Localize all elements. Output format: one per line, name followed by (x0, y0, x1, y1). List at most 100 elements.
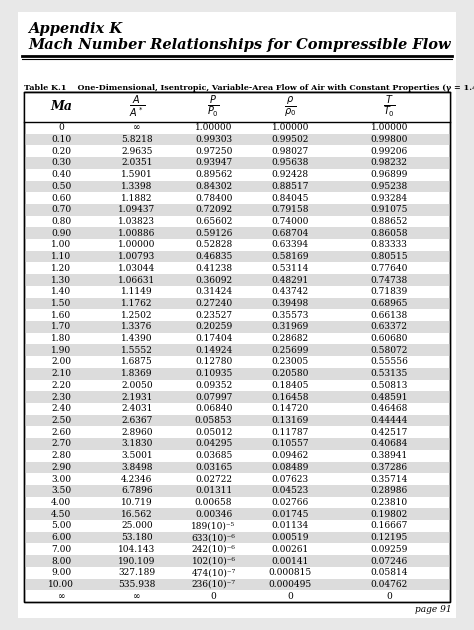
Text: 0.04523: 0.04523 (272, 486, 309, 495)
Text: 0.83333: 0.83333 (371, 241, 408, 249)
Text: 0.05012: 0.05012 (195, 428, 232, 437)
Text: 0.35714: 0.35714 (371, 474, 408, 484)
Text: 1.90: 1.90 (51, 346, 72, 355)
Bar (24, 251, 450, 263)
Text: 1.00: 1.00 (51, 241, 72, 249)
Text: 0.31969: 0.31969 (272, 323, 309, 331)
Text: 2.0050: 2.0050 (121, 381, 153, 390)
Bar (24, 438, 450, 450)
Text: $\frac{T}{T_0}$: $\frac{T}{T_0}$ (383, 94, 396, 120)
Text: 0.42517: 0.42517 (371, 428, 408, 437)
Text: 1.30: 1.30 (51, 275, 71, 285)
Text: 7.00: 7.00 (51, 545, 72, 554)
Text: 1.00000: 1.00000 (371, 123, 408, 132)
Text: 0.46468: 0.46468 (371, 404, 408, 413)
Text: 0.93284: 0.93284 (371, 193, 408, 203)
Text: 0.72092: 0.72092 (195, 205, 232, 214)
Text: 1.6875: 1.6875 (121, 357, 153, 367)
Text: 0.70: 0.70 (51, 205, 72, 214)
Text: 0.40684: 0.40684 (371, 440, 408, 449)
Text: 2.20: 2.20 (51, 381, 71, 390)
Text: 0.88517: 0.88517 (272, 182, 309, 191)
Text: 1.00886: 1.00886 (118, 229, 155, 238)
Bar (24, 181, 450, 192)
Text: 0.95638: 0.95638 (272, 159, 309, 168)
Text: 0.66138: 0.66138 (371, 311, 408, 319)
Text: 0.71839: 0.71839 (371, 287, 408, 296)
Text: 0.74000: 0.74000 (272, 217, 309, 226)
Text: 1.8369: 1.8369 (121, 369, 153, 378)
Text: 2.10: 2.10 (51, 369, 71, 378)
Text: 0.000815: 0.000815 (269, 568, 312, 577)
Text: 0.98027: 0.98027 (272, 147, 309, 156)
Text: 3.5001: 3.5001 (121, 451, 153, 460)
Text: 190.109: 190.109 (118, 556, 155, 566)
Text: 0.36092: 0.36092 (195, 275, 232, 285)
Text: 0.12195: 0.12195 (371, 533, 408, 542)
Text: 0.80515: 0.80515 (371, 252, 408, 261)
Text: 0.44444: 0.44444 (371, 416, 408, 425)
Text: 10.719: 10.719 (121, 498, 153, 507)
Text: 1.3376: 1.3376 (121, 323, 153, 331)
Text: 242(10)⁻⁶: 242(10)⁻⁶ (191, 545, 236, 554)
Text: 0.68704: 0.68704 (272, 229, 309, 238)
Text: 0.01134: 0.01134 (272, 522, 309, 530)
Text: 1.40: 1.40 (51, 287, 72, 296)
Text: 3.50: 3.50 (51, 486, 72, 495)
Text: 0.08489: 0.08489 (272, 463, 309, 472)
Text: 0.07623: 0.07623 (272, 474, 309, 484)
Text: 1.06631: 1.06631 (118, 275, 155, 285)
Text: 2.1931: 2.1931 (121, 392, 153, 401)
Text: 0.65602: 0.65602 (195, 217, 232, 226)
Bar (24, 321, 450, 333)
Text: 0.63394: 0.63394 (272, 241, 309, 249)
Text: 3.1830: 3.1830 (121, 440, 153, 449)
Text: Ma: Ma (50, 101, 72, 113)
Text: 3.00: 3.00 (51, 474, 71, 484)
Text: ∞: ∞ (133, 592, 141, 600)
Text: 0.05814: 0.05814 (371, 568, 408, 577)
Text: Table K.1    One-Dimensional, Isentropic, Variable-Area Flow of Air with Constan: Table K.1 One-Dimensional, Isentropic, V… (24, 84, 474, 92)
Text: 0.99206: 0.99206 (371, 147, 408, 156)
Text: 8.00: 8.00 (51, 556, 72, 566)
Text: 2.70: 2.70 (51, 440, 71, 449)
Text: 5.00: 5.00 (51, 522, 72, 530)
Text: 4.00: 4.00 (51, 498, 72, 507)
Text: 0.43742: 0.43742 (272, 287, 309, 296)
Text: 0.03685: 0.03685 (195, 451, 232, 460)
Text: 0.77640: 0.77640 (371, 264, 408, 273)
Text: 0.000495: 0.000495 (269, 580, 312, 589)
Text: 0.78400: 0.78400 (195, 193, 232, 203)
Text: 0.23527: 0.23527 (195, 311, 232, 319)
Text: 9.00: 9.00 (51, 568, 72, 577)
Text: 1.03044: 1.03044 (118, 264, 155, 273)
Text: 0.16458: 0.16458 (272, 392, 309, 401)
Text: 0.20259: 0.20259 (195, 323, 232, 331)
Text: 0.28986: 0.28986 (371, 486, 408, 495)
Bar (24, 415, 450, 427)
Text: 0.23005: 0.23005 (272, 357, 309, 367)
Text: 0.00261: 0.00261 (272, 545, 309, 554)
Text: 25.000: 25.000 (121, 522, 153, 530)
Bar (24, 368, 450, 379)
Text: 0.84045: 0.84045 (272, 193, 309, 203)
Text: 1.00000: 1.00000 (272, 123, 309, 132)
Bar (24, 92, 450, 122)
Text: 0.19802: 0.19802 (371, 510, 408, 518)
Text: 0.60680: 0.60680 (371, 334, 408, 343)
Text: 0.11787: 0.11787 (272, 428, 309, 437)
Text: Mach Number Relationships for Compressible Flow: Mach Number Relationships for Compressib… (28, 38, 451, 52)
Text: 0.79158: 0.79158 (272, 205, 309, 214)
Text: 0.05853: 0.05853 (195, 416, 232, 425)
Text: 0.01745: 0.01745 (272, 510, 309, 518)
Text: 0.98232: 0.98232 (371, 159, 408, 168)
Text: 0.90: 0.90 (51, 229, 72, 238)
Text: 1.80: 1.80 (51, 334, 72, 343)
Text: 0.02766: 0.02766 (272, 498, 309, 507)
Text: 104.143: 104.143 (118, 545, 155, 554)
Text: 0.53135: 0.53135 (371, 369, 408, 378)
Bar (24, 92, 450, 602)
Text: 6.7896: 6.7896 (121, 486, 153, 495)
Text: 0.74738: 0.74738 (371, 275, 408, 285)
Text: 0.30: 0.30 (51, 159, 71, 168)
